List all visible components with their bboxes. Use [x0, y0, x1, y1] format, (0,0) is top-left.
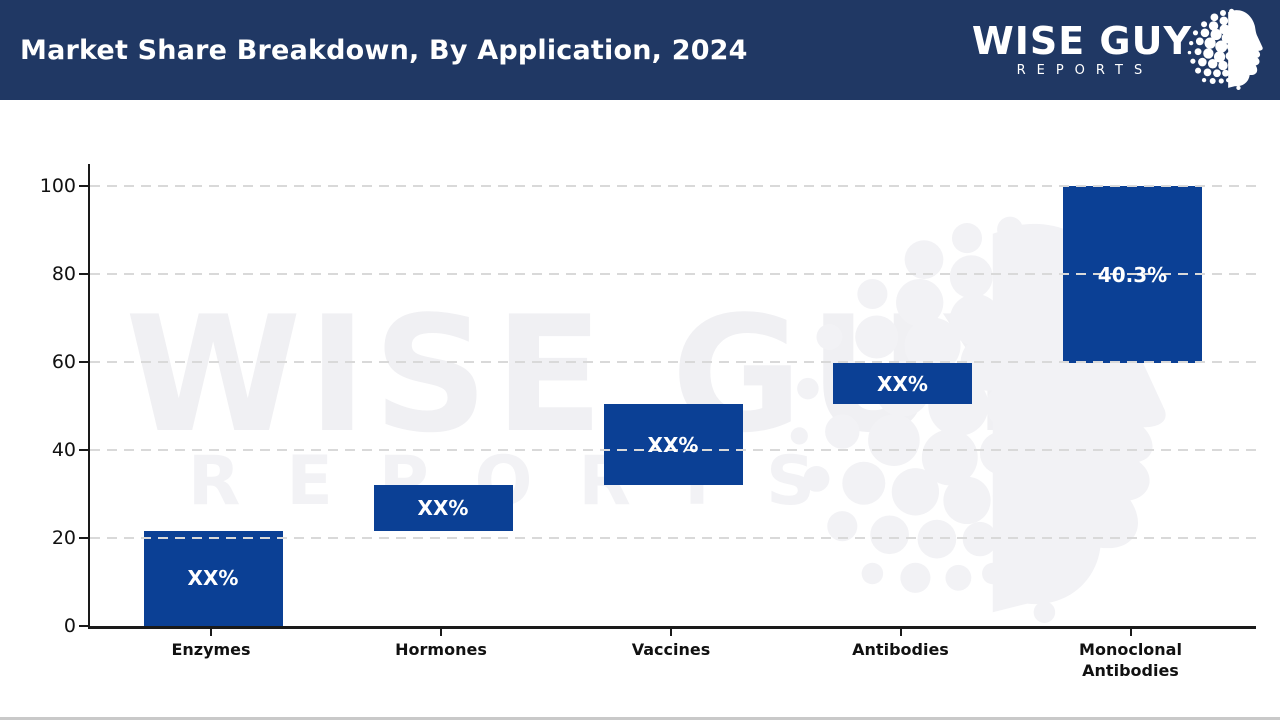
gridline-80	[90, 273, 1256, 275]
y-axis-tick-mark	[79, 361, 88, 363]
plot-box: XX% XX% XX% XX% 40.3%	[88, 164, 1256, 629]
logo-text: WISE GUY REPORTS	[971, 19, 1192, 78]
x-axis-tick-mark	[899, 629, 902, 636]
y-axis-tick-label: 40	[51, 439, 76, 461]
y-axis-tick-mark	[79, 185, 88, 187]
y-axis-tick-label: 100	[39, 175, 76, 197]
gridline-100	[90, 185, 1256, 187]
bar-vaccines	[603, 404, 743, 485]
gridline-20	[90, 537, 1256, 539]
y-axis-tick-mark	[79, 537, 88, 539]
x-axis-tick-mark	[440, 629, 442, 636]
y-axis-tick-label: 20	[51, 527, 76, 549]
y-axis-tick-label: 80	[51, 263, 76, 285]
y-axis-tick-mark	[79, 273, 88, 275]
y-axis-tick-label: 0	[63, 615, 76, 637]
header-bar: Market Share Breakdown, By Application, …	[0, 0, 1280, 100]
x-axis-tick-mark	[210, 629, 212, 636]
x-axis-category-label: Monoclonal Antibodies	[1079, 640, 1182, 680]
dotted-head-icon	[1187, 8, 1263, 90]
bar-enzymes	[143, 530, 283, 626]
bar-value-label: XX%	[417, 495, 469, 520]
logo-brand-name: WISE GUY	[971, 19, 1192, 64]
x-axis-tick-mark	[1129, 629, 1132, 636]
bar-value-label: 40.3%	[1097, 262, 1168, 287]
bottom-border	[0, 717, 1280, 720]
wise-guy-reports-logo: WISE GUY REPORTS	[972, 6, 1266, 94]
bar-antibodies	[833, 363, 972, 405]
y-axis-tick-mark	[79, 625, 88, 627]
x-axis-category-label: Hormones	[395, 640, 487, 659]
bar-value-label: XX%	[187, 566, 239, 591]
x-axis-category-label: Enzymes	[171, 640, 251, 659]
gridline-40	[90, 449, 1256, 451]
y-axis-tick-label: 60	[51, 351, 76, 373]
x-axis-tick-mark	[670, 629, 672, 636]
page-title: Market Share Breakdown, By Application, …	[20, 34, 748, 66]
y-axis-tick-mark	[79, 449, 88, 451]
bar-value-label: XX%	[647, 432, 699, 457]
gridline-60	[90, 361, 1256, 363]
x-axis-category-label: Antibodies	[852, 640, 949, 659]
logo-brand-subtitle: REPORTS	[1016, 62, 1154, 78]
chart-area: XX% XX% XX% XX% 40.3% 0 20 40 60 80 100 Enzymes Hor…	[0, 100, 1280, 717]
bar-hormones	[373, 484, 513, 531]
x-axis-category-label: Vaccines	[631, 640, 711, 659]
bar-value-label: XX%	[877, 371, 928, 396]
